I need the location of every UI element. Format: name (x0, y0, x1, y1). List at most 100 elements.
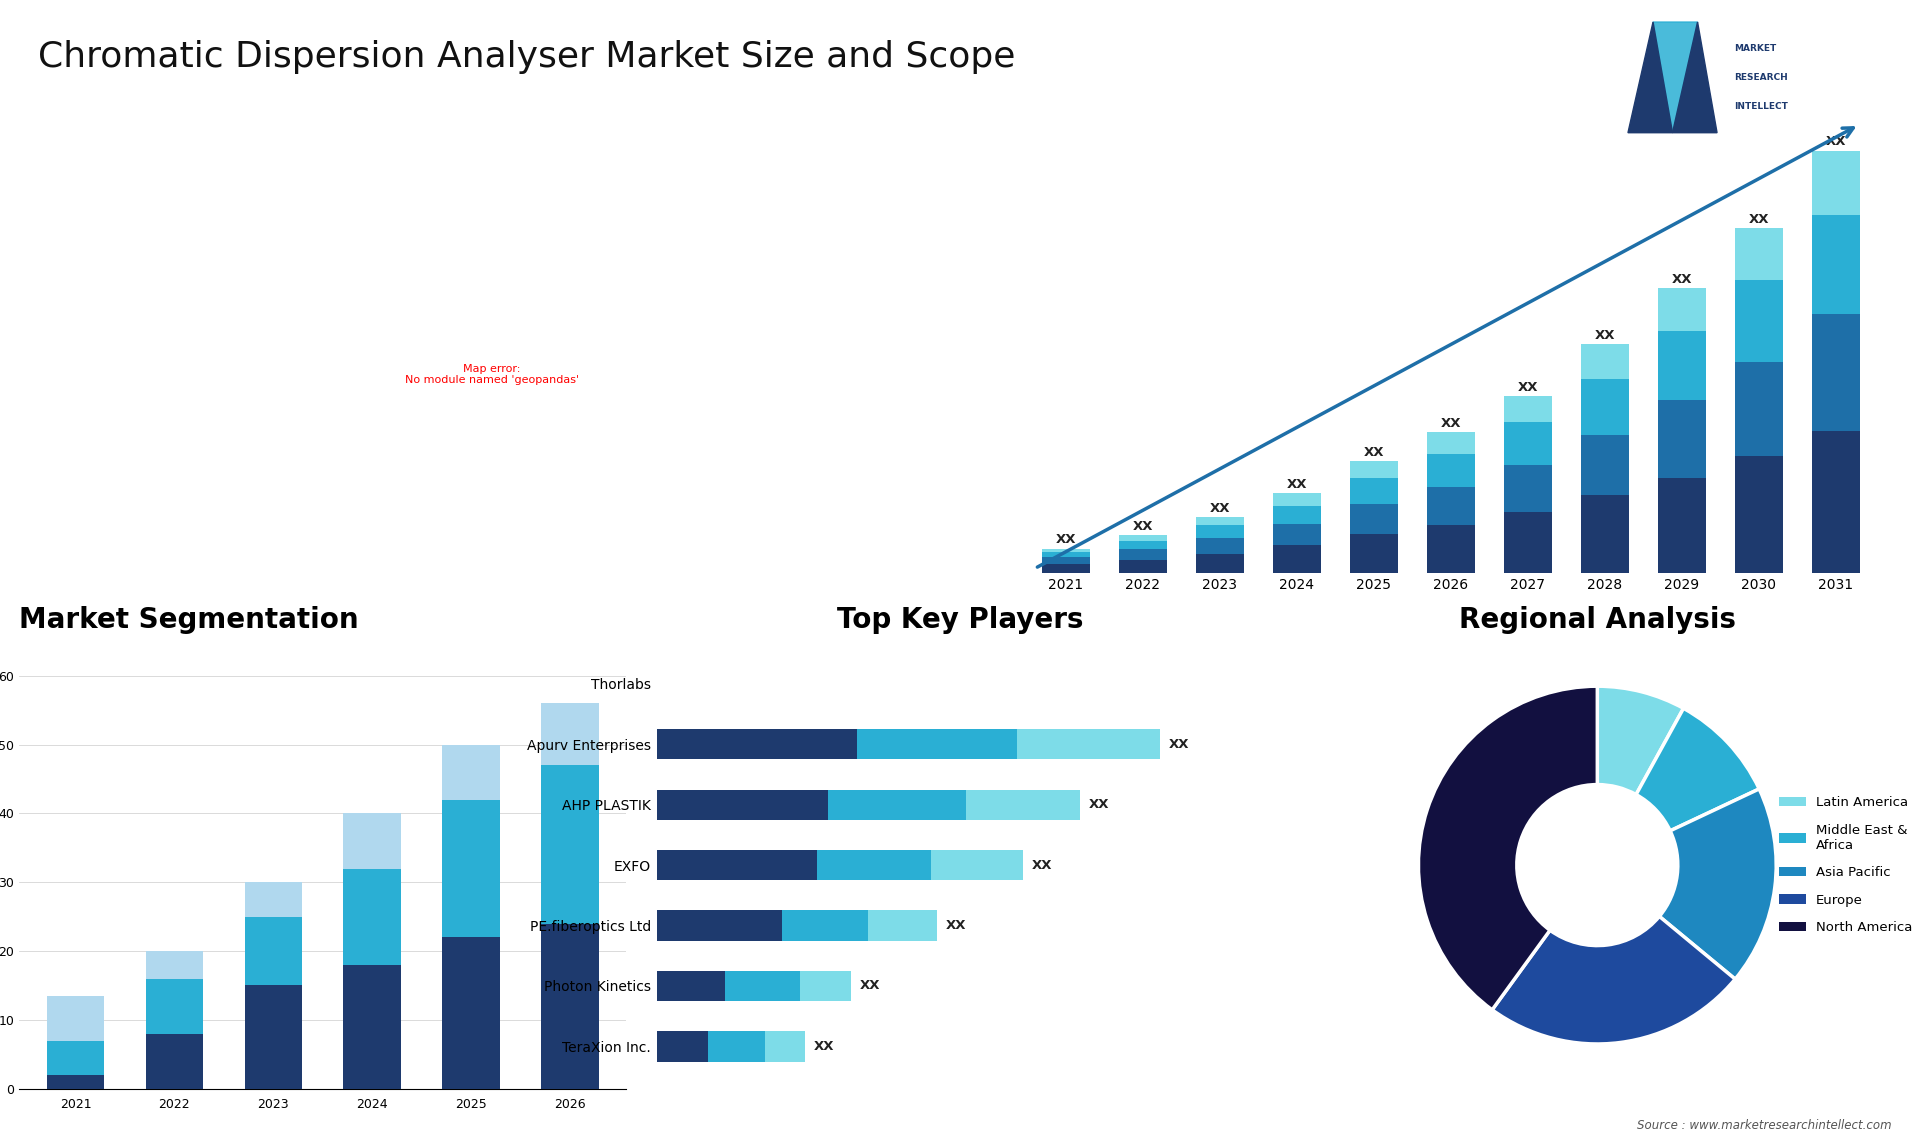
Bar (1812, 215, 1860, 314)
Bar (816, 850, 931, 880)
Bar (657, 729, 856, 760)
Bar (1580, 495, 1628, 573)
Bar (657, 1031, 708, 1061)
Title: Top Key Players: Top Key Players (837, 605, 1083, 634)
Bar (146, 979, 204, 1034)
Bar (46, 1041, 104, 1075)
Wedge shape (1492, 917, 1736, 1044)
Bar (442, 800, 499, 937)
Text: XX: XX (1169, 738, 1190, 751)
Bar (46, 1075, 104, 1089)
Text: INTELLECT: INTELLECT (1734, 102, 1788, 111)
Bar (1736, 280, 1784, 362)
Bar (344, 869, 401, 965)
Bar (966, 790, 1081, 819)
Wedge shape (1419, 686, 1597, 1010)
Text: XX: XX (1133, 519, 1154, 533)
Bar (1812, 314, 1860, 431)
Bar (1018, 729, 1160, 760)
Bar (146, 1034, 204, 1089)
Bar (1736, 228, 1784, 280)
Bar (1043, 552, 1091, 557)
Text: XX: XX (1596, 329, 1615, 343)
Legend: Latin America, Middle East &
Africa, Asia Pacific, Europe, North America: Latin America, Middle East & Africa, Asi… (1774, 791, 1918, 940)
Text: Map error:
No module named 'geopandas': Map error: No module named 'geopandas' (405, 364, 578, 385)
Text: XX: XX (1056, 533, 1075, 547)
Bar (146, 951, 204, 979)
Text: XX: XX (1210, 502, 1231, 515)
Bar (1196, 525, 1244, 539)
Bar (1043, 557, 1091, 564)
Text: XX: XX (1672, 273, 1692, 286)
Text: XX: XX (860, 980, 879, 992)
Bar (1043, 549, 1091, 552)
Bar (541, 704, 599, 766)
Bar (657, 790, 828, 819)
Bar (856, 729, 1018, 760)
Bar (657, 971, 726, 1002)
Bar (1273, 524, 1321, 545)
Text: XX: XX (1286, 478, 1308, 492)
Text: XX: XX (814, 1039, 835, 1053)
Bar (1196, 539, 1244, 554)
Bar (708, 1031, 766, 1061)
Bar (442, 937, 499, 1089)
Bar (1503, 422, 1551, 465)
Bar (1427, 432, 1475, 454)
Text: XX: XX (1031, 858, 1052, 872)
Bar (828, 790, 966, 819)
Text: Chromatic Dispersion Analyser Market Size and Scope: Chromatic Dispersion Analyser Market Siz… (38, 40, 1016, 74)
Wedge shape (1597, 686, 1684, 794)
Title: Regional Analysis: Regional Analysis (1459, 605, 1736, 634)
Bar (868, 910, 937, 941)
Bar (1119, 541, 1167, 549)
Bar (1736, 456, 1784, 573)
Bar (1119, 559, 1167, 573)
Bar (344, 814, 401, 869)
Bar (1812, 431, 1860, 573)
Wedge shape (1659, 788, 1776, 979)
Bar (1503, 397, 1551, 422)
Text: XX: XX (1826, 135, 1847, 148)
Text: XX: XX (1749, 213, 1768, 226)
Bar (657, 850, 816, 880)
Bar (244, 882, 301, 917)
Text: XX: XX (1089, 798, 1110, 811)
Bar (244, 917, 301, 986)
Text: Source : www.marketresearchintellect.com: Source : www.marketresearchintellect.com (1636, 1120, 1891, 1132)
Bar (931, 850, 1023, 880)
Bar (1580, 345, 1628, 379)
Bar (799, 971, 851, 1002)
Bar (1812, 150, 1860, 215)
Text: XX: XX (1517, 380, 1538, 394)
Polygon shape (1672, 22, 1716, 133)
Wedge shape (1636, 708, 1759, 831)
Text: RESEARCH: RESEARCH (1734, 73, 1788, 81)
Bar (541, 924, 599, 1089)
Bar (1273, 507, 1321, 524)
Bar (1659, 478, 1705, 573)
Bar (442, 745, 499, 800)
Text: XX: XX (947, 919, 966, 932)
Bar (1196, 517, 1244, 525)
Bar (1427, 487, 1475, 525)
Legend: Type, Application, Geography: Type, Application, Geography (645, 649, 780, 735)
Bar (244, 986, 301, 1089)
Text: XX: XX (1363, 446, 1384, 458)
Bar (1119, 535, 1167, 541)
Bar (1503, 512, 1551, 573)
Bar (1350, 504, 1398, 534)
Bar (1503, 465, 1551, 512)
Bar (541, 766, 599, 924)
Bar (1273, 494, 1321, 507)
Bar (1350, 461, 1398, 478)
Bar (1659, 400, 1705, 478)
Bar (1350, 478, 1398, 504)
Polygon shape (1653, 22, 1697, 133)
Bar (344, 965, 401, 1089)
Bar (1580, 434, 1628, 495)
Bar (1043, 564, 1091, 573)
Text: XX: XX (1440, 417, 1461, 430)
Bar (657, 910, 783, 941)
Bar (1736, 362, 1784, 456)
